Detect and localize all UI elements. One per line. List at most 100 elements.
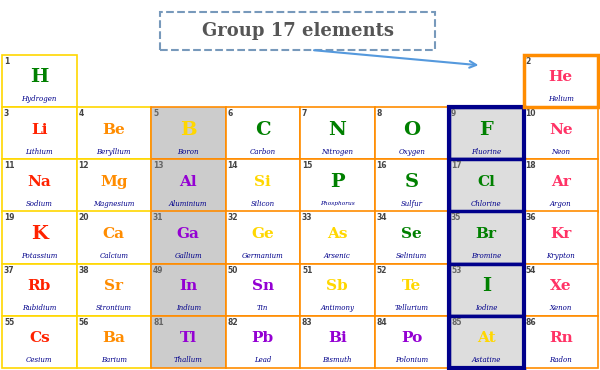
Text: Cl: Cl bbox=[478, 175, 495, 189]
Bar bbox=[151, 316, 226, 368]
Bar bbox=[523, 55, 598, 107]
Text: 51: 51 bbox=[302, 266, 313, 275]
Text: Radon: Radon bbox=[550, 356, 572, 364]
Text: Tin: Tin bbox=[257, 304, 268, 312]
Bar bbox=[374, 316, 449, 368]
Bar bbox=[77, 316, 151, 368]
Text: Ba: Ba bbox=[103, 331, 125, 345]
Text: Krypton: Krypton bbox=[547, 252, 575, 260]
Text: 8: 8 bbox=[377, 109, 382, 118]
Bar bbox=[77, 264, 151, 316]
Text: Bromine: Bromine bbox=[471, 252, 502, 260]
Text: Cs: Cs bbox=[29, 331, 50, 345]
Bar bbox=[449, 316, 523, 368]
Bar bbox=[374, 159, 449, 212]
Bar bbox=[374, 212, 449, 264]
Text: Phosphorus: Phosphorus bbox=[320, 201, 355, 206]
Text: 1: 1 bbox=[4, 57, 9, 66]
Text: Silicon: Silicon bbox=[251, 200, 275, 208]
Text: Arsenic: Arsenic bbox=[324, 252, 350, 260]
Bar bbox=[374, 264, 449, 316]
Bar bbox=[523, 316, 598, 368]
Text: Sr: Sr bbox=[104, 279, 123, 293]
Text: 19: 19 bbox=[4, 213, 14, 222]
Bar bbox=[523, 55, 598, 107]
Text: Astatine: Astatine bbox=[472, 356, 501, 364]
Text: Ga: Ga bbox=[177, 227, 200, 241]
Bar bbox=[2, 55, 77, 107]
Text: 5: 5 bbox=[153, 109, 158, 118]
Text: Hydrogen: Hydrogen bbox=[22, 95, 57, 103]
Text: Thallum: Thallum bbox=[174, 356, 203, 364]
Text: 37: 37 bbox=[4, 266, 14, 275]
Text: Argon: Argon bbox=[550, 200, 572, 208]
Text: 10: 10 bbox=[526, 109, 536, 118]
Text: Al: Al bbox=[179, 175, 197, 189]
Text: 7: 7 bbox=[302, 109, 307, 118]
Text: Tellurium: Tellurium bbox=[395, 304, 429, 312]
Bar bbox=[449, 212, 523, 264]
Text: 6: 6 bbox=[227, 109, 233, 118]
Text: 3: 3 bbox=[4, 109, 9, 118]
Text: 14: 14 bbox=[227, 161, 238, 170]
Text: 11: 11 bbox=[4, 161, 14, 170]
Text: 54: 54 bbox=[526, 266, 536, 275]
Bar bbox=[523, 107, 598, 159]
Text: Helium: Helium bbox=[548, 95, 574, 103]
Bar bbox=[449, 264, 523, 316]
Text: Ar: Ar bbox=[551, 175, 571, 189]
Text: 52: 52 bbox=[377, 266, 387, 275]
Bar bbox=[449, 107, 523, 368]
Text: Po: Po bbox=[401, 331, 422, 345]
Text: Be: Be bbox=[103, 122, 125, 137]
Text: N: N bbox=[328, 121, 346, 139]
Text: Carbon: Carbon bbox=[250, 148, 276, 155]
Text: In: In bbox=[179, 279, 197, 293]
Text: I: I bbox=[482, 277, 491, 295]
Text: 36: 36 bbox=[526, 213, 536, 222]
Text: 12: 12 bbox=[79, 161, 89, 170]
Text: 15: 15 bbox=[302, 161, 313, 170]
Text: Rubidium: Rubidium bbox=[22, 304, 56, 312]
Text: 32: 32 bbox=[227, 213, 238, 222]
Bar bbox=[151, 107, 226, 159]
Text: Boron: Boron bbox=[178, 148, 199, 155]
Text: 17: 17 bbox=[451, 161, 461, 170]
Text: Pb: Pb bbox=[251, 331, 274, 345]
Text: Sulfur: Sulfur bbox=[401, 200, 423, 208]
Text: Ge: Ge bbox=[251, 227, 274, 241]
Text: 81: 81 bbox=[153, 318, 164, 327]
Bar bbox=[449, 159, 523, 212]
Text: S: S bbox=[405, 173, 419, 191]
Text: Lithium: Lithium bbox=[25, 148, 53, 155]
Text: Beryllium: Beryllium bbox=[97, 148, 131, 155]
Bar bbox=[151, 212, 226, 264]
Text: Li: Li bbox=[31, 122, 47, 137]
Text: 35: 35 bbox=[451, 213, 461, 222]
Text: Si: Si bbox=[254, 175, 271, 189]
Text: 50: 50 bbox=[227, 266, 238, 275]
Text: Xenon: Xenon bbox=[550, 304, 572, 312]
Text: 83: 83 bbox=[302, 318, 313, 327]
Bar bbox=[2, 264, 77, 316]
Text: Potassium: Potassium bbox=[21, 252, 58, 260]
Text: 85: 85 bbox=[451, 318, 461, 327]
Bar bbox=[300, 264, 374, 316]
Text: Strontium: Strontium bbox=[96, 304, 132, 312]
Text: Group 17 elements: Group 17 elements bbox=[202, 22, 394, 40]
Bar bbox=[300, 316, 374, 368]
Text: Chlorine: Chlorine bbox=[471, 200, 502, 208]
Bar bbox=[226, 107, 300, 159]
Bar bbox=[2, 159, 77, 212]
Text: Lead: Lead bbox=[254, 356, 271, 364]
Text: 56: 56 bbox=[79, 318, 89, 327]
Text: Xe: Xe bbox=[550, 279, 572, 293]
Text: Aluminium: Aluminium bbox=[169, 200, 208, 208]
Bar bbox=[226, 212, 300, 264]
Text: Germanium: Germanium bbox=[242, 252, 284, 260]
Text: Na: Na bbox=[28, 175, 51, 189]
Bar bbox=[300, 107, 374, 159]
Bar bbox=[449, 107, 523, 159]
Text: K: K bbox=[31, 225, 47, 243]
Text: H: H bbox=[30, 68, 49, 87]
